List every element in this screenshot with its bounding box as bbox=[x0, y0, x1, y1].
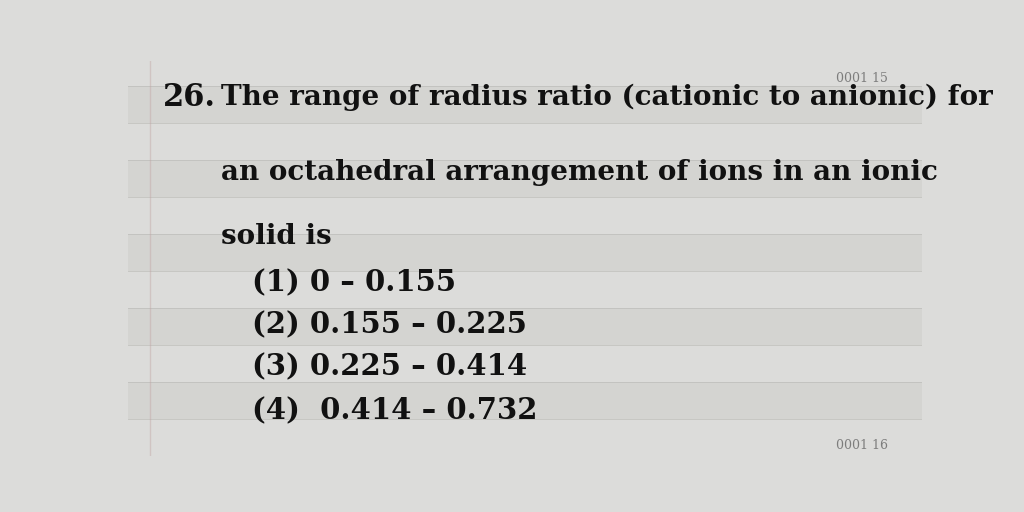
Text: 0001 16: 0001 16 bbox=[836, 439, 888, 452]
Bar bbox=[128, 382, 922, 419]
Bar bbox=[128, 160, 922, 197]
Bar bbox=[128, 234, 922, 271]
Text: 0001 15: 0001 15 bbox=[836, 72, 888, 85]
Text: (4)  0.414 – 0.732: (4) 0.414 – 0.732 bbox=[252, 396, 538, 425]
Text: 26.: 26. bbox=[163, 82, 216, 113]
Text: (2) 0.155 – 0.225: (2) 0.155 – 0.225 bbox=[252, 310, 527, 339]
Text: The range of radius ratio (cationic to anionic) for: The range of radius ratio (cationic to a… bbox=[221, 84, 992, 111]
Bar bbox=[128, 308, 922, 345]
Text: solid is: solid is bbox=[221, 223, 332, 250]
Text: (1) 0 – 0.155: (1) 0 – 0.155 bbox=[252, 268, 456, 297]
Text: an octahedral arrangement of ions in an ionic: an octahedral arrangement of ions in an … bbox=[221, 159, 938, 186]
Bar bbox=[128, 86, 922, 123]
Text: (3) 0.225 – 0.414: (3) 0.225 – 0.414 bbox=[252, 353, 527, 381]
